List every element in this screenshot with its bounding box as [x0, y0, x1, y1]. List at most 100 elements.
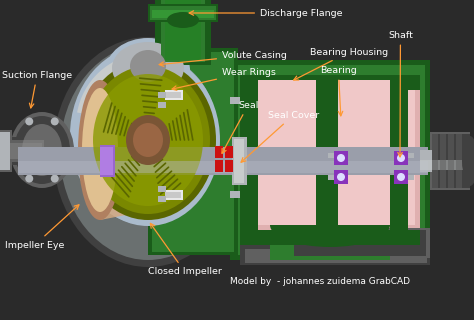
Bar [240, 78, 258, 232]
Bar [0, 137, 48, 165]
Bar [230, 191, 240, 198]
Bar [165, 92, 181, 98]
Ellipse shape [462, 136, 474, 186]
Polygon shape [100, 145, 115, 177]
Text: Wear Rings: Wear Rings [172, 68, 276, 90]
Text: Model by  - johannes zuidema GrabCAD: Model by - johannes zuidema GrabCAD [230, 277, 410, 286]
Bar [165, 190, 183, 200]
Polygon shape [230, 60, 430, 260]
Ellipse shape [78, 80, 122, 220]
Bar [165, 0, 201, 60]
Bar [245, 249, 427, 263]
Ellipse shape [112, 42, 184, 94]
Bar [150, 6, 216, 20]
Ellipse shape [25, 117, 33, 125]
Ellipse shape [130, 50, 166, 82]
Bar [158, 92, 166, 98]
Polygon shape [152, 52, 234, 252]
Text: Impeller Eye: Impeller Eye [5, 205, 79, 250]
Ellipse shape [51, 175, 59, 183]
Polygon shape [100, 80, 178, 220]
Text: Closed Impeller: Closed Impeller [148, 223, 222, 276]
Bar [240, 245, 430, 265]
Bar [225, 160, 233, 172]
Bar [430, 132, 470, 190]
Text: Bearing Housing: Bearing Housing [294, 47, 388, 80]
Polygon shape [148, 48, 238, 255]
Bar [420, 160, 470, 170]
Bar [155, 0, 211, 65]
Bar [0, 143, 42, 159]
Polygon shape [270, 230, 390, 260]
Wedge shape [77, 53, 144, 116]
Bar [290, 228, 430, 258]
Ellipse shape [93, 74, 203, 206]
Bar [338, 80, 390, 225]
Ellipse shape [76, 54, 220, 226]
Ellipse shape [10, 112, 74, 188]
Ellipse shape [82, 88, 118, 212]
Ellipse shape [78, 53, 218, 217]
Ellipse shape [86, 66, 210, 214]
Bar [394, 170, 408, 184]
Bar [165, 192, 181, 198]
Ellipse shape [14, 116, 70, 184]
Bar [0, 130, 12, 172]
Polygon shape [245, 85, 415, 225]
Ellipse shape [80, 60, 216, 220]
Bar [234, 139, 244, 183]
Ellipse shape [25, 175, 33, 183]
Bar [328, 175, 334, 180]
Text: Volute Casing: Volute Casing [159, 51, 287, 66]
Bar [158, 196, 166, 202]
Ellipse shape [126, 115, 170, 165]
Bar [456, 134, 462, 188]
Bar [420, 150, 470, 172]
Bar [328, 153, 334, 158]
Text: Shaft: Shaft [388, 30, 413, 157]
Ellipse shape [60, 44, 236, 260]
Polygon shape [240, 230, 420, 245]
Bar [18, 147, 428, 175]
Ellipse shape [337, 154, 345, 162]
Text: Suction Flange: Suction Flange [2, 70, 72, 108]
Polygon shape [240, 80, 420, 230]
Text: Bearing: Bearing [320, 66, 357, 116]
Bar [18, 161, 428, 173]
Bar [158, 186, 166, 192]
Text: Seal Cover: Seal Cover [241, 110, 319, 162]
Bar [0, 132, 10, 170]
Bar [148, 4, 218, 22]
Ellipse shape [70, 45, 226, 225]
Bar [258, 80, 316, 225]
Ellipse shape [270, 203, 390, 247]
Bar [390, 78, 408, 232]
Bar [432, 134, 438, 188]
Bar [294, 230, 426, 256]
Bar [161, 0, 205, 62]
Bar [0, 140, 44, 162]
Ellipse shape [167, 12, 199, 28]
Polygon shape [240, 75, 420, 90]
Bar [230, 97, 240, 104]
Ellipse shape [51, 117, 59, 125]
Bar [316, 78, 338, 232]
Bar [215, 160, 223, 172]
Bar [448, 134, 454, 188]
Ellipse shape [106, 38, 190, 102]
Ellipse shape [337, 173, 345, 181]
Ellipse shape [133, 123, 163, 157]
Ellipse shape [53, 37, 243, 267]
Ellipse shape [397, 173, 405, 181]
Bar [440, 134, 446, 188]
Ellipse shape [397, 154, 405, 162]
Bar [408, 175, 414, 180]
Bar [334, 151, 348, 165]
Bar [225, 146, 233, 158]
Bar [152, 10, 214, 18]
Bar [408, 153, 414, 158]
Polygon shape [100, 147, 113, 175]
Bar [215, 146, 223, 158]
Bar [394, 151, 408, 165]
Text: Seal: Seal [222, 100, 258, 153]
